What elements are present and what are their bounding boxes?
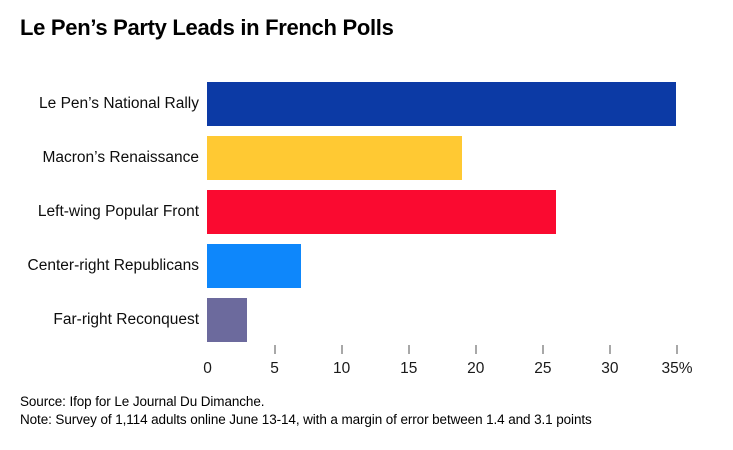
x-axis-tick-label-10: 10 (333, 360, 351, 377)
bar-left-wing-popular-front (207, 190, 556, 234)
x-axis-tick-label-20: 20 (467, 360, 485, 377)
category-label-le-pen-s-national-rally: Le Pen’s National Rally (39, 95, 199, 112)
x-axis-tick-label-30: 30 (601, 360, 619, 377)
x-axis-tick-label-0: 0 (203, 360, 212, 377)
x-axis-tick-15 (407, 345, 410, 354)
note-line: Note: Survey of 1,114 adults online June… (20, 412, 592, 427)
category-label-center-right-republicans: Center-right Republicans (27, 257, 199, 274)
x-axis-tick-20 (474, 345, 477, 354)
x-axis-tick-35 (675, 345, 678, 354)
chart-footnote: Source: Ifop for Le Journal Du Dimanche.… (20, 393, 592, 429)
source-line: Source: Ifop for Le Journal Du Dimanche. (20, 394, 265, 409)
x-axis-tick-30 (608, 345, 611, 354)
x-axis-tick-label-15: 15 (400, 360, 418, 377)
bar-le-pen-s-national-rally (207, 82, 676, 126)
category-label-far-right-reconquest: Far-right Reconquest (53, 311, 199, 328)
x-axis-tick-5 (273, 345, 276, 354)
bar-center-right-republicans (207, 244, 301, 288)
category-label-macron-s-renaissance: Macron’s Renaissance (42, 149, 199, 166)
x-axis-tick-label-5: 5 (270, 360, 279, 377)
bar-macron-s-renaissance (207, 136, 462, 180)
x-axis-tick-25 (541, 345, 544, 354)
bar-far-right-reconquest (207, 298, 247, 342)
x-axis-tick-10 (340, 345, 343, 354)
category-label-left-wing-popular-front: Left-wing Popular Front (37, 203, 199, 220)
x-axis-tick-label-25: 25 (534, 360, 552, 377)
x-axis-tick-label-35: 35% (661, 360, 693, 377)
chart-title: Le Pen’s Party Leads in French Polls (20, 15, 394, 40)
